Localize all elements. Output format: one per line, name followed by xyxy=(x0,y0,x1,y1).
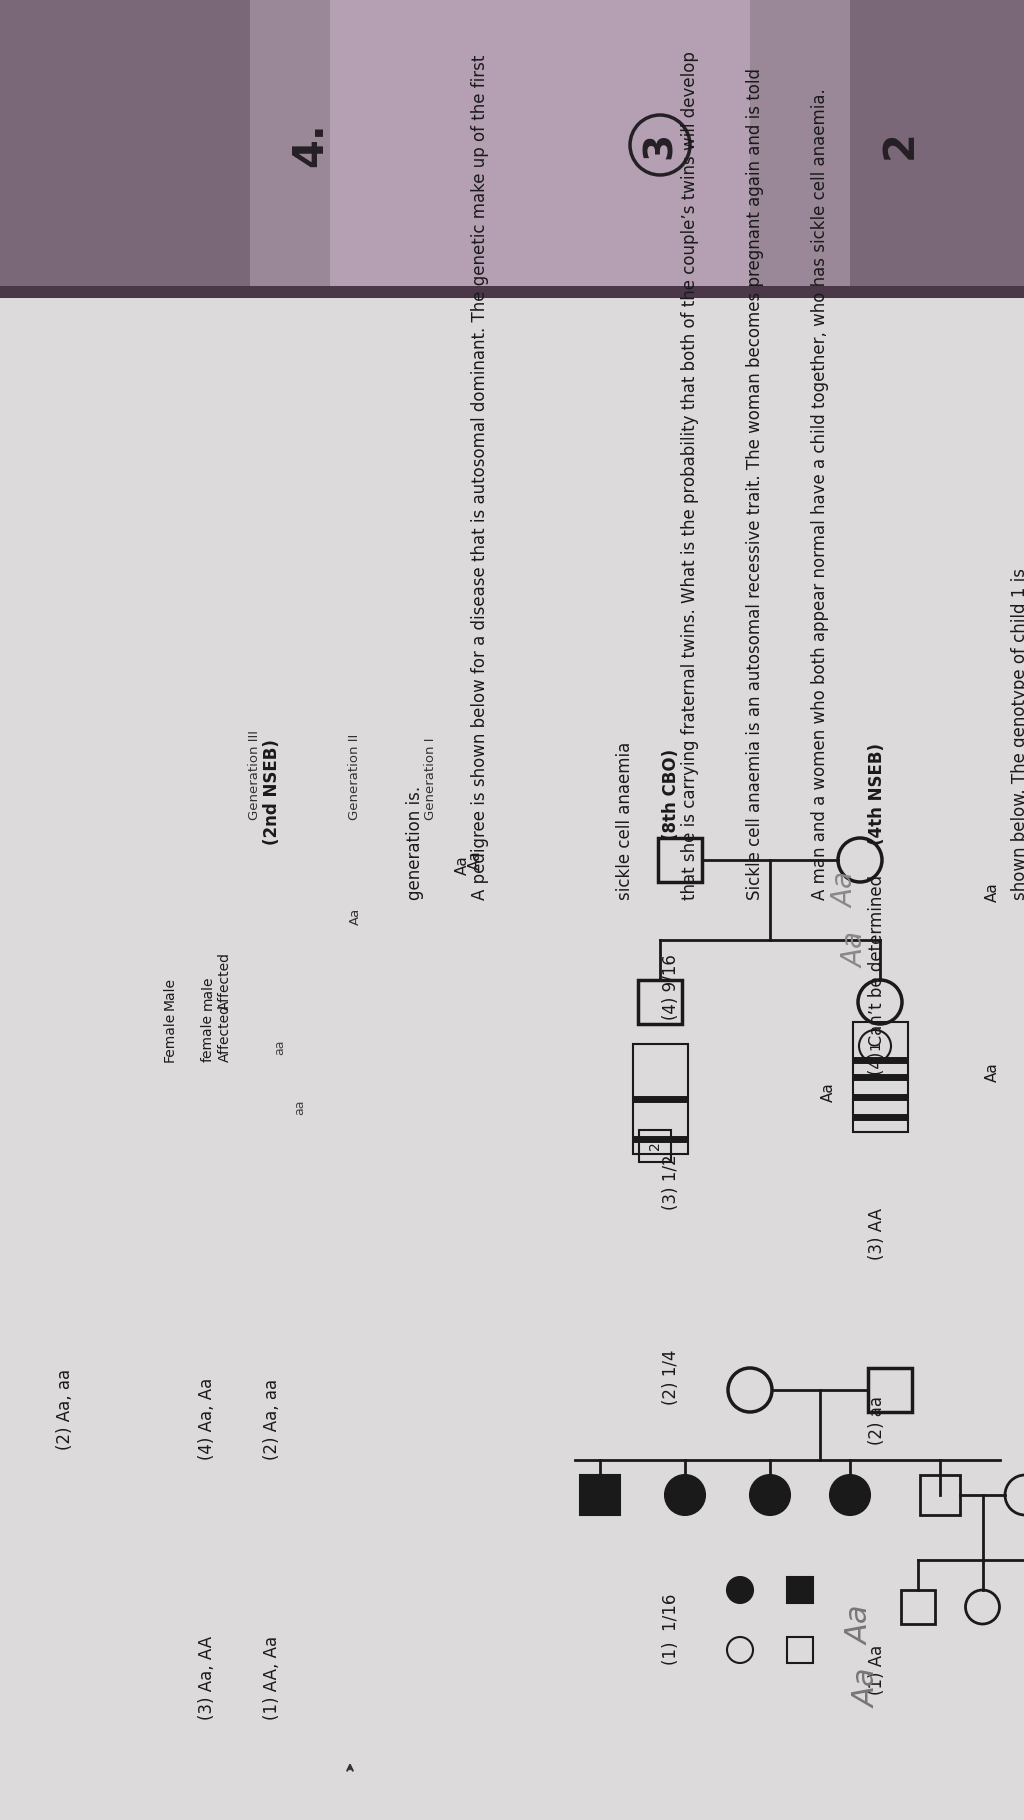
Bar xyxy=(920,1474,961,1514)
Text: (4th NSEB): (4th NSEB) xyxy=(868,743,886,844)
Text: (1)  1/16: (1) 1/16 xyxy=(662,1594,680,1665)
Bar xyxy=(900,1591,935,1623)
Circle shape xyxy=(830,1474,870,1514)
Text: (3) 1/2: (3) 1/2 xyxy=(662,1154,680,1210)
Circle shape xyxy=(727,1576,753,1603)
Text: (2) Aa, aa: (2) Aa, aa xyxy=(56,1369,74,1451)
Text: Aa: Aa xyxy=(831,872,859,908)
Text: Aa: Aa xyxy=(348,908,361,925)
Text: aa: aa xyxy=(294,1099,306,1116)
Text: Aa: Aa xyxy=(455,855,469,875)
Text: 1: 1 xyxy=(868,1041,882,1050)
Text: (3) Aa, AA: (3) Aa, AA xyxy=(198,1636,216,1720)
Bar xyxy=(638,979,682,1025)
Bar xyxy=(787,1636,813,1663)
Text: (4) Can’t be determined: (4) Can’t be determined xyxy=(868,875,886,1076)
Text: 2: 2 xyxy=(648,1141,662,1150)
Text: A pedigree is shown below for a disease that is autosomal dominant. The genetic : A pedigree is shown below for a disease … xyxy=(471,55,489,901)
Text: (2) aa: (2) aa xyxy=(868,1396,886,1445)
Text: (4) 9/16: (4) 9/16 xyxy=(662,954,680,1019)
Text: female: female xyxy=(201,1014,215,1063)
Bar xyxy=(853,1023,908,1132)
Bar xyxy=(0,286,1024,298)
Text: 3: 3 xyxy=(641,131,679,158)
Text: Aa: Aa xyxy=(841,932,869,968)
Bar xyxy=(639,1130,671,1161)
Circle shape xyxy=(750,1474,790,1514)
Text: (4) Aa, Aa: (4) Aa, Aa xyxy=(198,1378,216,1460)
Text: (1) Aa: (1) Aa xyxy=(868,1645,886,1694)
Text: shown below. The genotype of child 1 is: shown below. The genotype of child 1 is xyxy=(1011,568,1024,901)
Text: that she is carrying fraternal twins. What is the probability that both of the c: that she is carrying fraternal twins. Wh… xyxy=(681,51,699,901)
Text: generation is.: generation is. xyxy=(406,786,424,901)
Text: Aa: Aa xyxy=(984,1063,999,1083)
Text: Affected: Affected xyxy=(218,952,232,1010)
Text: (3) AA: (3) AA xyxy=(868,1208,886,1259)
Text: male: male xyxy=(201,976,215,1010)
Text: Generation I: Generation I xyxy=(424,737,436,821)
Text: Aa: Aa xyxy=(846,1605,874,1645)
Bar xyxy=(0,0,1024,5)
Bar xyxy=(580,1474,620,1514)
Text: 2: 2 xyxy=(879,131,921,160)
Text: Aa: Aa xyxy=(820,1083,836,1101)
Text: Female: Female xyxy=(163,1012,177,1063)
Text: Affected: Affected xyxy=(218,1005,232,1063)
Bar xyxy=(0,0,1024,289)
Bar xyxy=(330,0,750,289)
Text: Generation III: Generation III xyxy=(249,730,261,821)
Text: Male: Male xyxy=(163,977,177,1010)
Text: Aa: Aa xyxy=(853,1669,882,1707)
Text: (2) 1/4: (2) 1/4 xyxy=(662,1349,680,1405)
Text: A man and a women who both appear normal have a child together, who has sickle c: A man and a women who both appear normal… xyxy=(811,87,829,901)
Text: (1) AA, Aa: (1) AA, Aa xyxy=(263,1636,281,1720)
Text: 4.: 4. xyxy=(289,122,331,167)
Text: (8th CBO): (8th CBO) xyxy=(662,748,680,841)
Bar xyxy=(787,1576,813,1603)
Text: (2nd NSEB): (2nd NSEB) xyxy=(263,739,281,844)
Text: Aa: Aa xyxy=(468,850,482,870)
Bar xyxy=(658,837,702,883)
Text: Aa: Aa xyxy=(984,883,999,903)
Text: sickle cell anaemia: sickle cell anaemia xyxy=(616,743,634,901)
Bar xyxy=(250,0,850,289)
Circle shape xyxy=(665,1474,705,1514)
Text: (2) Aa, aa: (2) Aa, aa xyxy=(263,1380,281,1460)
Bar xyxy=(868,1369,912,1412)
Bar xyxy=(633,1045,688,1154)
Text: aa: aa xyxy=(273,1039,287,1056)
Text: Generation II: Generation II xyxy=(348,733,361,821)
Text: Sickle cell anaemia is an autosomal recessive trait. The woman becomes pregnant : Sickle cell anaemia is an autosomal rece… xyxy=(746,67,764,901)
